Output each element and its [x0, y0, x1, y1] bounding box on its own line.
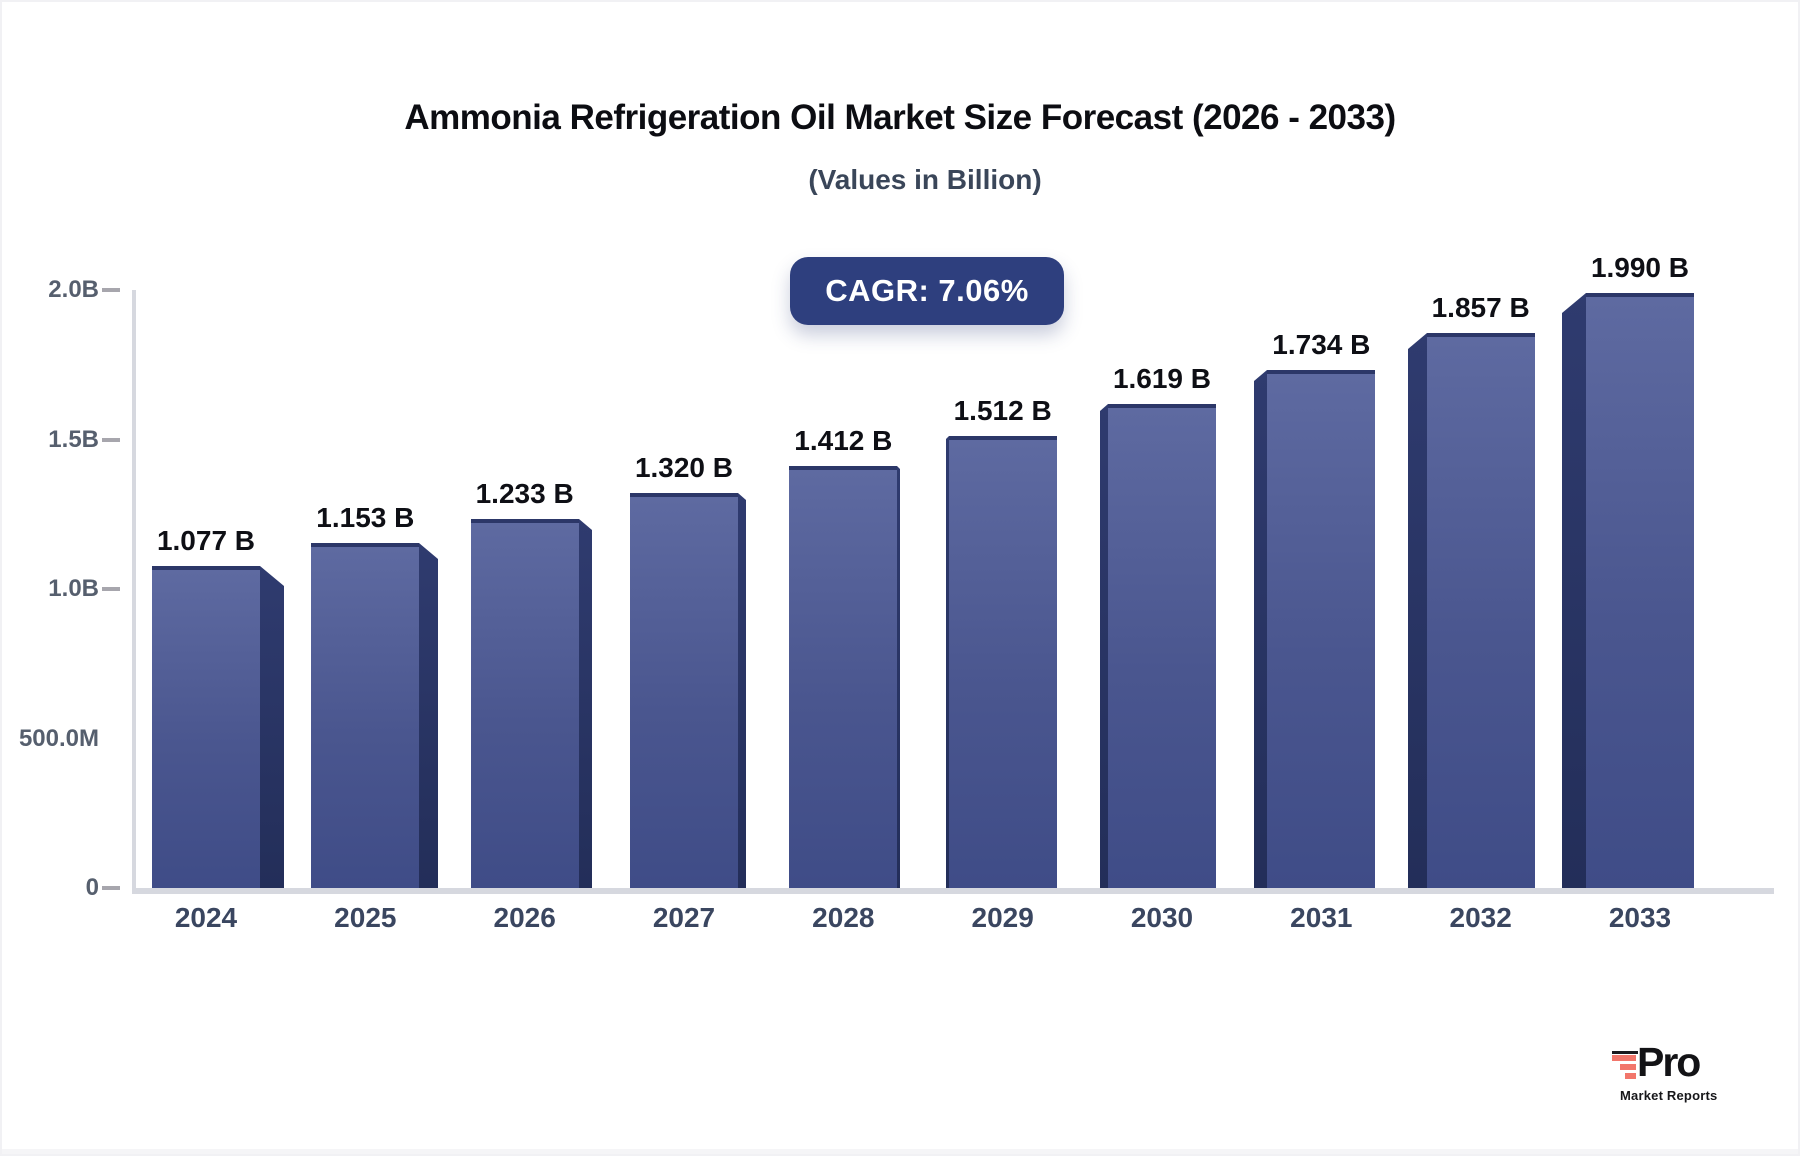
y-axis-tick-dash [102, 288, 120, 292]
bar-2029 [949, 436, 1057, 888]
y-axis-tick-label: 1.0B [48, 575, 99, 602]
y-axis-tick-label: 2.0B [48, 276, 99, 303]
bar-value-label: 1.857 B [1431, 292, 1530, 323]
cagr-badge-label: CAGR: 7.06% [825, 273, 1029, 308]
x-axis-label-2027: 2027 [652, 902, 716, 933]
chart-title: Ammonia Refrigeration Oil Market Size Fo… [404, 98, 1396, 137]
logo-wordmark: Pro [1637, 1039, 1701, 1085]
page-bottom-strip [2, 1149, 1798, 1154]
logo-accent-bar-icon [1625, 1073, 1636, 1079]
y-axis-line [132, 290, 136, 894]
bar-2031 [1267, 370, 1375, 888]
bar-2027 [630, 493, 738, 888]
bar-value-label: 1.619 B [1112, 363, 1212, 394]
bar-2024 [152, 566, 260, 888]
x-axis-label-2026: 2026 [493, 902, 556, 933]
x-axis-label-2033: 2033 [1608, 902, 1672, 933]
y-axis-tick-dash [102, 437, 120, 442]
y-axis-tick-label: 500.0M [18, 724, 99, 752]
cagr-badge: CAGR: 7.06% [790, 257, 1064, 325]
logo-accent-bar-icon [1620, 1064, 1636, 1070]
bar-value-label: 1.412 B [794, 425, 893, 456]
logo-tagline: Market Reports [1620, 1088, 1718, 1103]
bar-value-label: 1.734 B [1272, 329, 1371, 360]
bar-side-face [1408, 333, 1427, 888]
logo-accent-bar-icon [1612, 1055, 1636, 1061]
y-axis-tick-dash [102, 886, 120, 890]
bar-side-face [260, 566, 284, 888]
y-axis-tick-dash [102, 587, 120, 591]
logo-top-line [1612, 1051, 1638, 1054]
y-axis-tick-label: 1.5B [48, 425, 99, 453]
bar-value-label: 1.233 B [475, 478, 574, 509]
bar-value-label: 1.990 B [1590, 252, 1690, 283]
pro-market-reports-logo: Pro Market Reports [1610, 1039, 1740, 1112]
bar-value-label: 1.512 B [953, 395, 1052, 426]
x-axis-label-2032: 2032 [1449, 902, 1512, 933]
chart-subtitle: (Values in Billion) [808, 164, 1042, 195]
bar-2032 [1427, 333, 1535, 888]
bar-side-face [419, 543, 438, 888]
bar-side-face [738, 493, 746, 888]
bar-2028 [789, 466, 897, 888]
x-axis-label-2031: 2031 [1290, 902, 1353, 933]
bar-side-face [1254, 370, 1267, 888]
bar-side-face [897, 466, 900, 888]
bar-2033 [1586, 293, 1694, 888]
bar-value-label: 1.153 B [316, 502, 415, 533]
y-axis-tick-label: 0 [85, 874, 99, 901]
x-axis-label-2028: 2028 [812, 902, 875, 933]
x-axis-label-2025: 2025 [334, 902, 397, 933]
bar-value-label: 1.320 B [634, 452, 734, 483]
bar-side-face [579, 519, 592, 888]
bar-side-face [1562, 293, 1586, 888]
bar-2025 [311, 543, 419, 888]
bar-value-label: 1.077 B [156, 525, 256, 556]
x-axis-label-2024: 2024 [174, 902, 238, 933]
x-axis-label-2030: 2030 [1130, 902, 1194, 933]
bar-2026 [471, 519, 579, 888]
bar-side-face [946, 436, 949, 888]
x-axis-line [132, 888, 1774, 894]
bar-side-face [1100, 404, 1108, 888]
bar-2030 [1108, 404, 1216, 888]
x-axis-label-2029: 2029 [971, 902, 1034, 933]
